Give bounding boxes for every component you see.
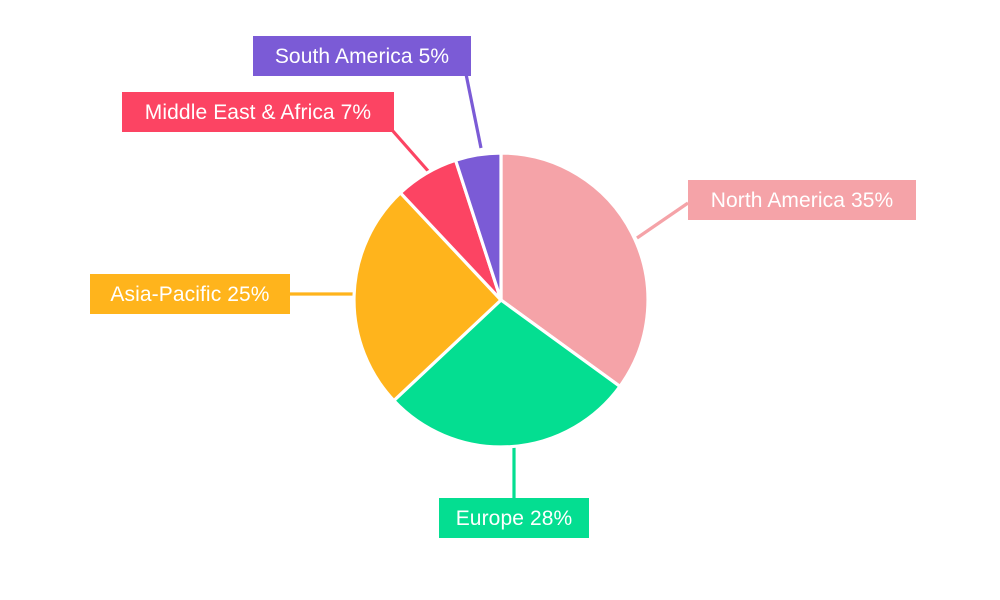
slice-label-middle-east-africa[interactable]: Middle East & Africa 7% xyxy=(122,92,394,132)
leader-line-middle-east-africa xyxy=(390,128,431,174)
slice-label-text-asia-pacific: Asia-Pacific 25% xyxy=(110,282,270,306)
pie-slice-asia-pacific[interactable] xyxy=(352,191,503,403)
leader-line-south-america xyxy=(464,73,483,149)
slice-label-north-america[interactable]: North America 35% xyxy=(688,180,916,220)
leader-line-north-america xyxy=(636,201,689,240)
pie-slice-north-america[interactable] xyxy=(499,151,650,388)
slice-label-text-south-america: South America 5% xyxy=(274,44,450,68)
slice-label-south-america[interactable]: South America 5% xyxy=(253,36,471,76)
slice-label-text-middle-east-africa: Middle East & Africa 7% xyxy=(144,100,372,124)
slice-label-europe[interactable]: Europe 28% xyxy=(439,498,589,538)
pie-slice-south-america[interactable] xyxy=(453,151,503,302)
leader-lines-group xyxy=(288,73,689,500)
slice-label-text-europe: Europe 28% xyxy=(455,506,573,530)
slice-label-asia-pacific[interactable]: Asia-Pacific 25% xyxy=(90,274,290,314)
pie-wedges-group xyxy=(352,151,650,449)
slice-label-text-north-america: North America 35% xyxy=(710,188,894,212)
pie-slice-europe[interactable] xyxy=(392,298,622,449)
